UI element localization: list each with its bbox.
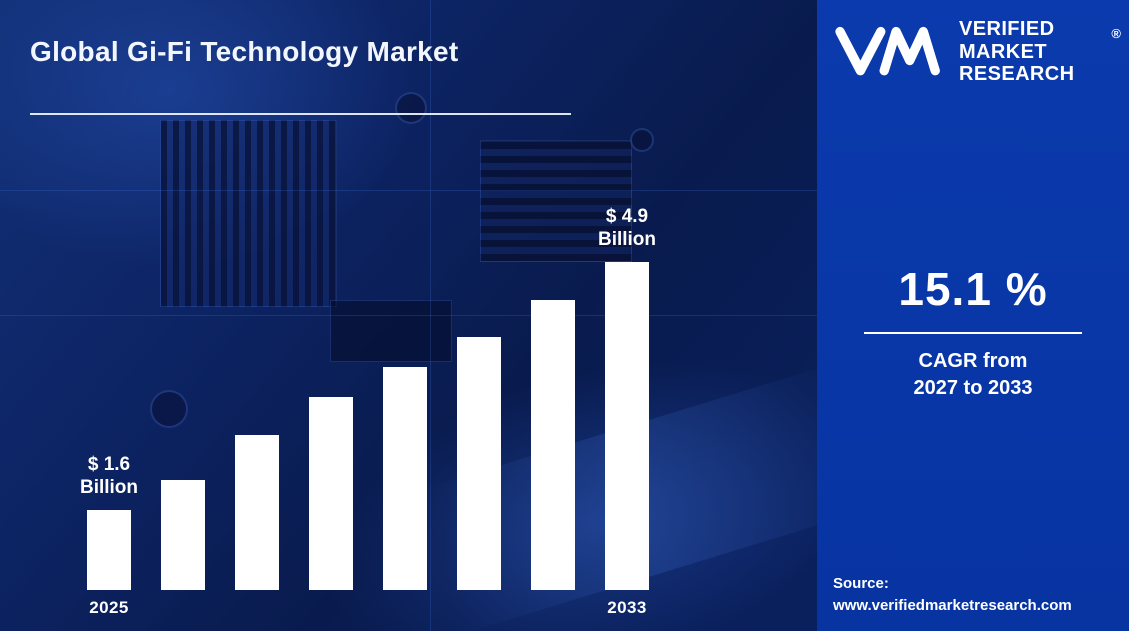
- brand-name: VERIFIED MARKET RESEARCH: [959, 18, 1074, 86]
- brand-logo-block: VERIFIED MARKET RESEARCH ®: [817, 0, 1129, 86]
- bar-wrap: [457, 240, 501, 590]
- circuit-board-background: Global Gi-Fi Technology Market $ 1.6 Bill…: [0, 0, 817, 631]
- circuit-trace: [430, 0, 431, 631]
- brand-line-2: MARKET: [959, 40, 1047, 63]
- bar-wrap: [531, 240, 575, 590]
- x-axis-label: 2033: [607, 598, 647, 617]
- cagr-caption-line-1: CAGR from: [918, 350, 1028, 372]
- title-underline: [30, 113, 571, 115]
- bar-wrap: [161, 240, 205, 590]
- circuit-pad: [630, 128, 654, 152]
- circuit-pad: [150, 390, 188, 428]
- brand-line-1: VERIFIED: [959, 18, 1055, 41]
- bar: [531, 299, 575, 590]
- cagr-divider-line: [864, 332, 1082, 334]
- bar-wrap: [383, 240, 427, 590]
- circuit-chip-decor: [480, 140, 632, 262]
- cagr-value: 15.1 %: [898, 263, 1048, 315]
- info-side-panel: VERIFIED MARKET RESEARCH ® 15.1 % CAGR f…: [817, 0, 1129, 631]
- bar: [309, 397, 353, 590]
- bar-value-label: $ 1.6 Billion: [79, 453, 139, 499]
- circuit-chip-decor: [160, 120, 337, 307]
- bar-wrap: [235, 240, 279, 590]
- circuit-trace: [0, 315, 817, 316]
- bar-wrap: [309, 240, 353, 590]
- bar: [605, 262, 649, 590]
- page-title: Global Gi-Fi Technology Market: [30, 36, 459, 67]
- circuit-pad: [395, 92, 427, 124]
- x-axis-label: 2025: [89, 598, 129, 617]
- bar: [457, 337, 501, 590]
- bar-wrap: $ 4.9 Billion 2033: [598, 206, 656, 618]
- brand-line-3: RESEARCH: [959, 63, 1075, 86]
- bar: [161, 479, 205, 590]
- cagr-stat-block: 15.1 % CAGR from 2027 to 2033: [817, 262, 1129, 402]
- cagr-caption-line-2: 2027 to 2033: [913, 377, 1033, 399]
- source-block: Source: www.verifiedmarketresearch.com: [833, 575, 1072, 615]
- bar-chart-bars: $ 1.6 Billion 2025 $ 4.9 Billion 2033: [80, 206, 656, 618]
- bar: [87, 510, 131, 590]
- circuit-trace: [0, 190, 817, 191]
- bar: [235, 434, 279, 590]
- bar-wrap: $ 1.6 Billion 2025: [80, 240, 138, 618]
- source-label: Source:: [833, 575, 889, 592]
- vmr-logo-icon: [835, 26, 940, 76]
- bar-value-label: $ 4.9 Billion: [597, 205, 657, 251]
- bar: [383, 367, 427, 590]
- source-url-link[interactable]: www.verifiedmarketresearch.com: [833, 597, 1072, 614]
- circuit-chip-decor: [330, 300, 452, 362]
- registered-trademark-symbol: ®: [1111, 26, 1121, 41]
